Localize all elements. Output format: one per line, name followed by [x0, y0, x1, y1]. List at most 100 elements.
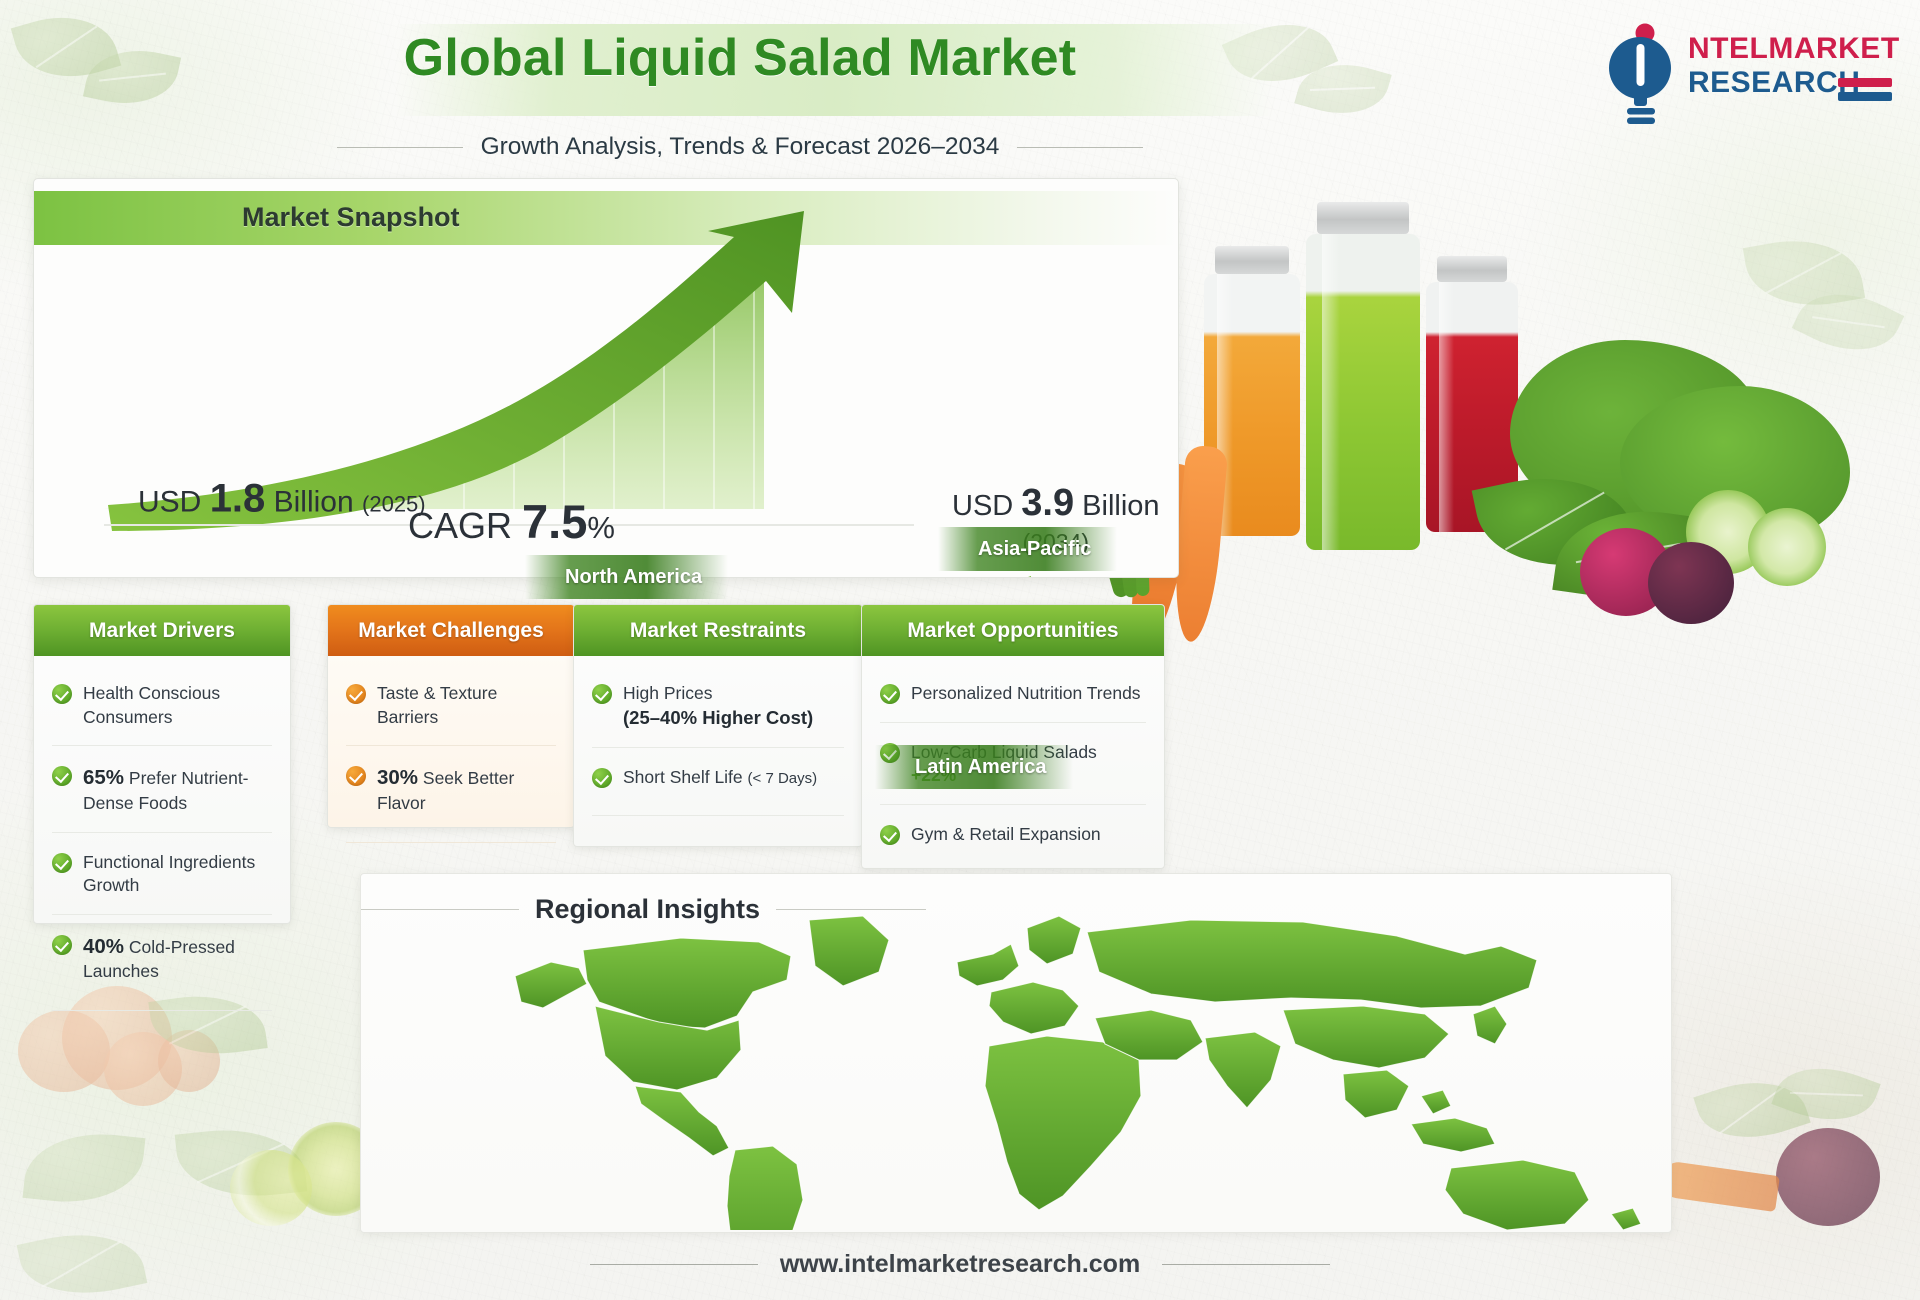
market-snapshot-card: Market Snapshot — [33, 178, 1179, 578]
produce-spinach-2 — [1552, 498, 1704, 610]
bottle-highlight-green — [1321, 234, 1341, 550]
bottle-red — [1426, 256, 1518, 532]
bottle-cap-green — [1317, 202, 1409, 234]
list-item: Gym & Retail Expansion — [880, 803, 1146, 863]
produce-spinach-1 — [1471, 459, 1639, 585]
decorative-leaf-bottomright — [1693, 1065, 1811, 1155]
item-text: Health Conscious Consumers — [83, 683, 221, 727]
logo-wordmark: NTELMARKET RESEARCH — [1688, 32, 1900, 100]
item-text: Taste & Texture Barriers — [377, 683, 498, 727]
list-item-label: 40% Cold-Pressed Launches — [83, 933, 272, 984]
produce-cucumber-slice-1 — [1686, 490, 1770, 574]
card-market-opportunities[interactable]: Market Opportunities Personalized Nutrit… — [861, 604, 1165, 874]
bottle-body-orange — [1204, 274, 1300, 536]
page-subtitle: Growth Analysis, Trends & Forecast 2026–… — [480, 133, 1000, 160]
logo-bar-blue — [1838, 92, 1892, 101]
produce-kale-2 — [1620, 386, 1850, 546]
region-label-text: Latin America — [915, 755, 1047, 778]
region-rule-left — [361, 909, 519, 910]
card-body-market-restraints: High Prices (25–40% Higher Cost) Short S… — [574, 656, 862, 815]
regional-insights-header: Regional Insights — [361, 894, 1021, 925]
snapshot-heading: Market Snapshot — [242, 202, 460, 232]
item-text: Gym & Retail Expansion — [911, 823, 1101, 844]
bottle-cap-red — [1437, 256, 1507, 282]
growth-curve-chart — [104, 211, 914, 531]
list-item-label: Gym & Retail Expansion — [911, 823, 1101, 847]
base-year: (2025) — [362, 491, 426, 517]
decorative-beet-bottomright — [1776, 1128, 1880, 1226]
footer-website-url[interactable]: www.intelmarketresearch.com — [779, 1250, 1141, 1278]
check-icon — [346, 766, 366, 787]
card-divider — [52, 1010, 272, 1012]
card-market-challenges[interactable]: Market Challenges Taste & Texture Barrie… — [327, 604, 575, 843]
item-small: (< 7 Days) — [747, 769, 818, 787]
list-item: Short Shelf Life (< 7 Days) — [592, 746, 844, 806]
bottle-body-green — [1306, 234, 1420, 550]
card-header-market-opportunities: Market Opportunities — [862, 605, 1164, 656]
lightbulb-icon — [1609, 23, 1671, 124]
list-item-label: Functional Ingredients Growth — [83, 851, 272, 898]
card-divider — [346, 841, 556, 843]
card-title: Market Drivers — [89, 618, 235, 642]
region-label-text: North America — [565, 565, 703, 588]
item-text: Seek Better Flavor — [377, 768, 515, 813]
region-rule-right — [776, 909, 927, 910]
check-icon — [52, 684, 72, 704]
world-map — [514, 915, 1642, 1230]
item-strong: 40% — [83, 934, 125, 958]
base-number: 1.8 — [209, 476, 266, 521]
decorative-potato-4 — [158, 1030, 220, 1092]
card-market-restraints[interactable]: Market Restraints High Prices (25–40% Hi… — [573, 604, 863, 847]
card-market-drivers[interactable]: Market Drivers Health Conscious Consumer… — [33, 604, 291, 1012]
decorative-parsley-bottomleft — [22, 1126, 146, 1210]
card-title: Market Opportunities — [907, 618, 1119, 642]
list-item: Functional Ingredients Growth — [52, 831, 272, 914]
decorative-leaf-topright-2 — [1791, 273, 1905, 371]
decorative-leaf-bottomright-2 — [1771, 1051, 1881, 1137]
region-label-north-america[interactable]: North America — [525, 555, 729, 599]
forecast-prefix: USD — [952, 490, 1022, 522]
produce-cucumber-slice-2 — [1748, 508, 1826, 586]
produce-beet-2 — [1648, 542, 1734, 624]
decorative-potato-3 — [104, 1032, 182, 1106]
produce-kale — [1510, 340, 1760, 520]
footer: www.intelmarketresearch.com — [0, 1250, 1920, 1279]
card-header-market-drivers: Market Drivers — [34, 605, 290, 656]
brand-logo[interactable]: NTELMARKET RESEARCH — [1594, 22, 1899, 130]
list-item-label: Personalized Nutrition Trends — [911, 682, 1141, 706]
check-icon — [592, 684, 612, 704]
product-photo-collage — [1069, 190, 1920, 670]
bottle-highlight-red — [1438, 282, 1454, 532]
region-label-asia-pacific[interactable]: Asia-Pacific — [938, 527, 1118, 571]
list-item-label: 30% Seek Better Flavor — [377, 764, 556, 815]
logo-bars — [1838, 78, 1892, 106]
item-subtext: (25–40% Higher Cost) — [623, 706, 814, 728]
item-strong: 30% — [377, 766, 419, 790]
insight-cards: Market Drivers Health Conscious Consumer… — [33, 604, 1293, 1012]
list-item: Personalized Nutrition Trends — [880, 682, 1146, 722]
list-item: 65% Prefer Nutrient-Dense Foods — [52, 745, 272, 831]
regional-insights-panel: Regional Insights — [360, 873, 1672, 1233]
cagr-value: CAGR 7.5% — [408, 494, 615, 549]
base-unit: Billion — [265, 485, 363, 519]
bottle-cap-orange — [1215, 246, 1289, 274]
subtitle-row: Growth Analysis, Trends & Forecast 2026–… — [0, 133, 1480, 161]
card-body-market-challenges: Taste & Texture Barriers 30% Seek Better… — [328, 656, 574, 842]
check-icon — [880, 824, 900, 845]
region-label-latin-america[interactable]: Latin America — [875, 745, 1073, 789]
forecast-unit: Billion — [1074, 490, 1160, 522]
card-header-market-restraints: Market Restraints — [574, 605, 862, 656]
list-item-label: Taste & Texture Barriers — [377, 682, 556, 729]
snapshot-base-value: USD 1.8 Billion (2025) — [138, 477, 426, 522]
base-prefix: USD — [138, 485, 210, 519]
card-title: Market Restraints — [629, 618, 807, 642]
decorative-leaf-topright — [1742, 228, 1866, 318]
list-item: 40% Cold-Pressed Launches — [52, 913, 272, 1000]
cagr-percent-sign: % — [587, 510, 615, 545]
item-text: Cold-Pressed Launches — [83, 936, 235, 982]
footer-rule-right — [1162, 1264, 1331, 1265]
list-item-label: High Prices (25–40% Higher Cost) — [623, 682, 813, 731]
list-item-label: Health Conscious Consumers — [83, 682, 272, 729]
subtitle-rule-left — [336, 146, 463, 148]
